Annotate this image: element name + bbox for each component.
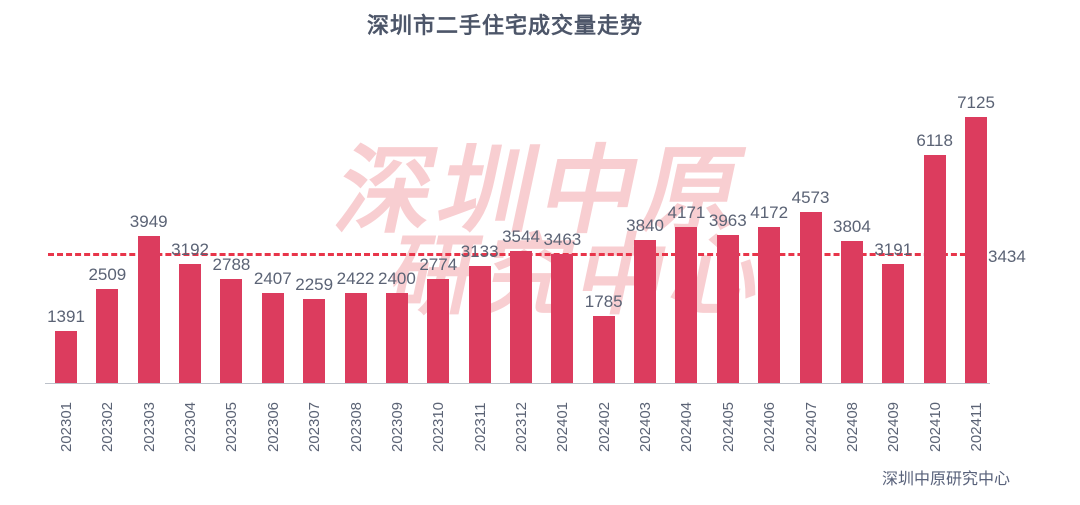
bar-value-label: 2407 [253, 269, 292, 288]
bar-value-label: 3463 [543, 230, 582, 249]
x-axis-label: 202306 [264, 401, 282, 453]
x-axis-label: 202405 [719, 401, 737, 453]
bar [592, 316, 615, 383]
x-axis-label: 202401 [554, 401, 572, 453]
x-axis-label: 202305 [223, 401, 241, 453]
x-axis-label: 202311 [471, 402, 489, 452]
bar-value-label: 1391 [47, 307, 85, 326]
bar-value-label: 4171 [667, 203, 706, 222]
x-axis-line [45, 383, 990, 384]
x-axis-label: 202402 [595, 401, 613, 453]
x-axis-label: 202308 [347, 401, 365, 453]
bar-value-label: 2400 [377, 269, 416, 288]
bar [137, 236, 160, 383]
bar [179, 264, 202, 383]
bar [799, 212, 822, 383]
bar [634, 240, 657, 383]
x-axis-label: 202409 [885, 401, 903, 453]
bar-value-label: 3949 [129, 212, 168, 231]
bar [882, 264, 905, 383]
x-axis-label: 202304 [182, 401, 200, 453]
chart-title: 深圳市二手住宅成交量走势 [366, 13, 643, 38]
bar-value-label: 7125 [957, 93, 995, 112]
x-axis-label: 202307 [306, 401, 324, 453]
bar [840, 241, 863, 383]
x-axis-label: 202309 [388, 401, 406, 453]
bar [468, 266, 491, 383]
bar [923, 155, 946, 383]
bar-value-label: 2259 [295, 275, 334, 294]
bar-value-label: 2774 [419, 255, 458, 274]
x-axis-label: 202406 [761, 401, 779, 453]
x-axis-label: 202411 [968, 402, 985, 452]
bar-value-label: 2422 [336, 269, 375, 288]
x-axis-label: 202404 [678, 401, 696, 453]
bar-value-label: 3133 [460, 242, 499, 261]
bar-value-label: 3544 [502, 227, 540, 246]
bar-value-label: 4172 [750, 203, 789, 222]
bar [427, 279, 450, 383]
bar-value-label: 2788 [212, 255, 251, 274]
x-axis-label: 202303 [140, 401, 158, 453]
x-axis-label: 202403 [637, 401, 655, 453]
bar-value-label: 6118 [916, 131, 953, 150]
bar-value-label: 1785 [584, 292, 623, 311]
bar [965, 117, 987, 383]
bar [716, 235, 739, 383]
bar-value-label: 3963 [708, 211, 747, 230]
bar [344, 293, 367, 383]
bar-value-label: 3840 [626, 216, 664, 235]
bar-value-label: 3191 [874, 240, 913, 259]
x-axis-label: 202408 [843, 401, 861, 453]
bar [303, 299, 326, 383]
bar [220, 279, 243, 383]
bar [55, 331, 77, 383]
x-axis-label: 202410 [926, 401, 944, 453]
bar [261, 293, 284, 383]
x-axis-label: 202407 [802, 401, 820, 453]
bar [510, 251, 532, 383]
x-axis-label: 202302 [99, 401, 117, 453]
bar [551, 254, 574, 383]
bar [96, 289, 119, 383]
x-axis-label: 202312 [513, 401, 530, 453]
bar-value-label: 2509 [88, 265, 127, 284]
x-axis-label: 202301 [58, 401, 75, 453]
bar [675, 227, 698, 383]
source-credit: 深圳中原研究中心 [881, 471, 1010, 488]
bar-value-label: 4573 [791, 188, 830, 207]
average-line-label: 3434 [988, 246, 1026, 266]
bar [385, 293, 408, 383]
bar-value-label: 3192 [171, 240, 209, 259]
x-axis-label: 202310 [430, 401, 448, 453]
bar-value-label: 3804 [832, 217, 871, 236]
bar [758, 227, 781, 383]
